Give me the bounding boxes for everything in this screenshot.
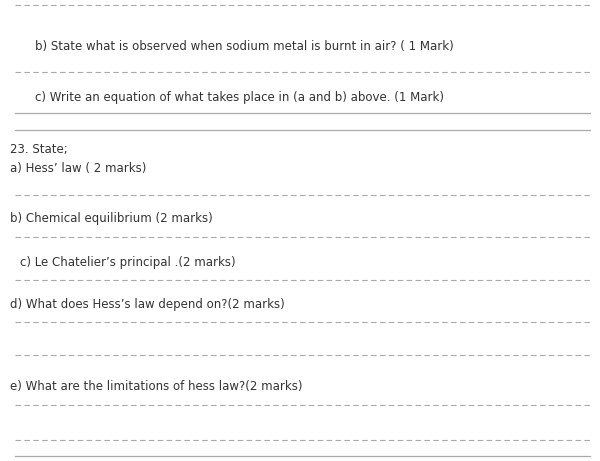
Text: 23. State;: 23. State;: [10, 143, 68, 156]
Text: e) What are the limitations of hess law?(2 marks): e) What are the limitations of hess law?…: [10, 380, 302, 393]
Text: d) What does Hess’s law depend on?(2 marks): d) What does Hess’s law depend on?(2 mar…: [10, 298, 285, 311]
Text: c) Le Chatelier’s principal .(2 marks): c) Le Chatelier’s principal .(2 marks): [20, 256, 236, 269]
Text: b) State what is observed when sodium metal is burnt in air? ( 1 Mark): b) State what is observed when sodium me…: [35, 40, 454, 53]
Text: c) Write an equation of what takes place in (a and b) above. (1 Mark): c) Write an equation of what takes place…: [35, 91, 444, 104]
Text: a) Hess’ law ( 2 marks): a) Hess’ law ( 2 marks): [10, 162, 146, 175]
Text: b) Chemical equilibrium (2 marks): b) Chemical equilibrium (2 marks): [10, 212, 213, 225]
